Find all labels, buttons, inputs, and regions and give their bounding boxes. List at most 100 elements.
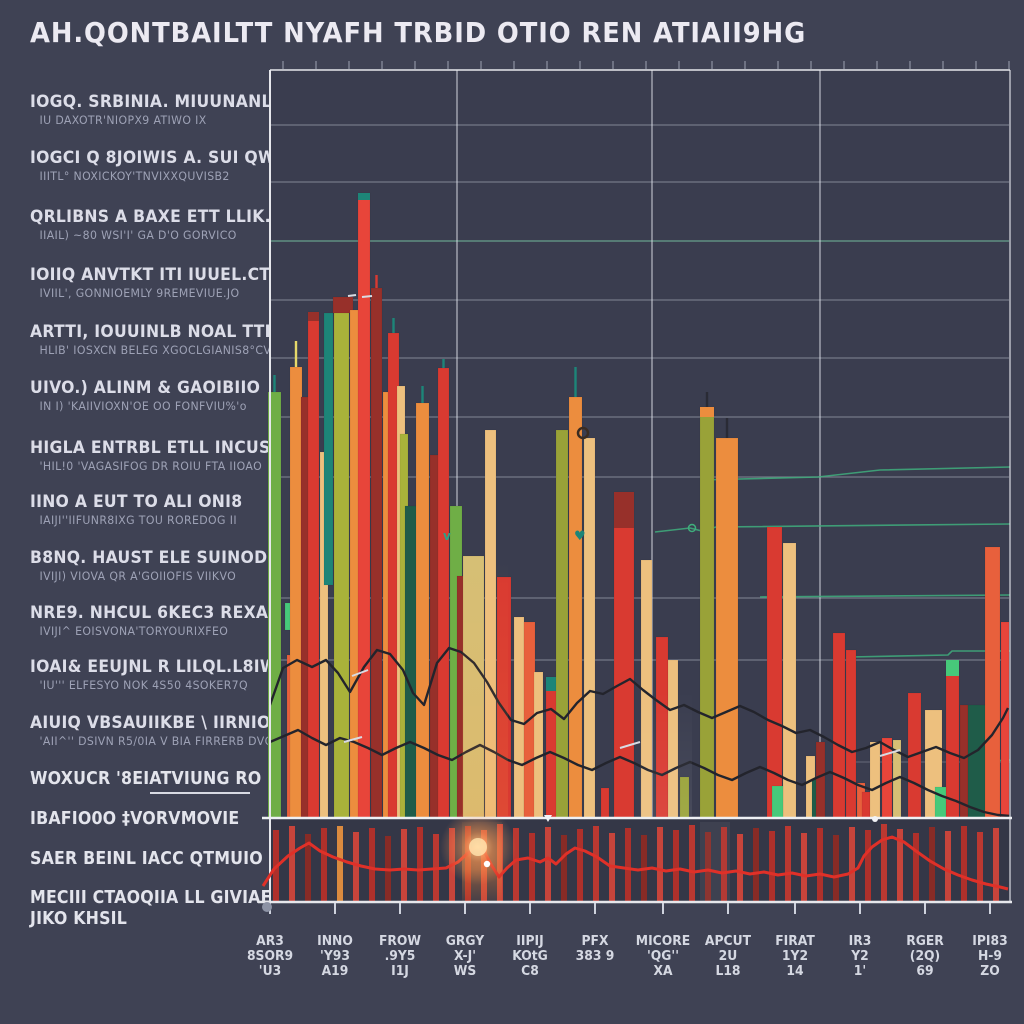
- lower-bar: [721, 827, 727, 901]
- bar: [357, 192, 371, 819]
- lower-bar: [977, 832, 983, 901]
- bar: [513, 616, 525, 819]
- x-axis-label: MICORE 'QG'' XA: [636, 934, 690, 979]
- sidebar-item: IOAI& EEUJNL R LILQL.L8IWVE 'IU''' ELFESY…: [30, 657, 324, 692]
- lower-bar: [289, 826, 295, 901]
- bar: [782, 542, 797, 819]
- x-axis-label-line: (2Q): [909, 949, 941, 964]
- bar: [699, 406, 715, 819]
- bar: [815, 741, 826, 819]
- x-axis-label-line: INNO: [317, 934, 353, 949]
- lower-bar: [593, 826, 599, 901]
- lower-bar: [513, 828, 519, 901]
- sidebar-item-label: AIUIQ VBSAUIIKBE \ IIRNIOR: [30, 713, 283, 733]
- lower-bar: [545, 827, 551, 901]
- x-axis-label-line: 69: [916, 964, 934, 979]
- light-beam: [640, 690, 692, 816]
- glow-core: [469, 838, 487, 856]
- lower-bar: [657, 827, 663, 901]
- x-axis-label-line: 383 9: [575, 949, 615, 964]
- lower-bar: [897, 829, 903, 901]
- separator-dot: [872, 816, 878, 822]
- bar: [545, 676, 558, 819]
- lower-bar: [993, 828, 999, 901]
- glow-dot: [483, 860, 491, 868]
- sidebar-item-subtext: IIITL° NOXICKOY'TNVIXXQUVISB2: [39, 169, 230, 183]
- lower-bar: [769, 831, 775, 901]
- white-dash: [619, 741, 641, 749]
- white-dash: [343, 736, 363, 743]
- bar: [332, 296, 354, 314]
- sidebar-item: UIVO.) ALINM & GAOIBIIO IN I) 'KAIIVIOXN'…: [30, 378, 280, 413]
- x-axis-label-line: 2U: [718, 949, 738, 964]
- x-axis-label: AR3 8SOR9 'U3: [247, 934, 293, 979]
- x-axis-label-line: 8SOR9: [246, 949, 294, 964]
- bar-cap: [358, 193, 370, 200]
- lower-bar: [705, 832, 711, 901]
- lower-bar: [785, 826, 791, 901]
- lower-bar: [817, 828, 823, 901]
- sidebar-item-label: UIVO.) ALINM & GAOIBIIO: [30, 378, 261, 398]
- bar: [881, 737, 893, 819]
- overlay-line: [268, 646, 1010, 760]
- x-axis-label-line: 'Y93: [320, 949, 350, 964]
- sidebar-item-subtext: HLIB' IOSXCN BELEG XGOCLGIANIS8°CV: [39, 343, 272, 357]
- bar-cap: [946, 660, 959, 676]
- lower-bar: [849, 827, 855, 901]
- bar: [771, 785, 784, 819]
- sidebar-footer-item: WOXUCR '8EIATVIUNG RO: [30, 768, 261, 789]
- bar: [415, 402, 430, 819]
- x-axis-label-line: 'QG'': [647, 949, 679, 964]
- bar-cap: [700, 407, 714, 417]
- lower-bar: [945, 831, 951, 901]
- x-axis-label: INNO 'Y93 A19: [317, 934, 353, 979]
- sidebar-item-subtext: 'AII^'' DSIVN R5/0IA V BIA FIRRERB DVQ: [39, 734, 274, 748]
- bar: [984, 546, 1001, 819]
- sidebar-footer-line: WOXUCR '8EIATVIUNG RO: [30, 768, 262, 789]
- bar-cap: [614, 492, 634, 528]
- sidebar-footer-item: SAER BEINL IACC QTMUIO LIS: [30, 848, 297, 869]
- sidebar-item-label: IOIIQ ANVTKT ITI IUUEL.CTCI: [30, 265, 289, 285]
- v-marker: v: [443, 529, 451, 543]
- lower-bar: [929, 827, 935, 901]
- lower-bar: [401, 829, 407, 901]
- sidebar-item: AIUIQ VBSAUIIKBE \ IIRNIOR 'AII^'' DSIVN …: [30, 713, 305, 748]
- separator-notch: [544, 815, 552, 822]
- sidebar-item-label: QRLIBNS A BAXE ETT LLIK..: [30, 207, 278, 227]
- x-axis-label-line: Y2: [851, 949, 869, 964]
- sidebar-item-subtext: IVIIL', GONNIOEMLY 9REMEVIUE.JO: [39, 286, 240, 300]
- bar: [289, 366, 303, 819]
- x-axis-label: PFX 383 9: [576, 934, 615, 964]
- sidebar-item: HIGLA ENTRBL ETLL INCUS I 'HIL!0 'VAGASIF…: [30, 438, 304, 473]
- x-axis-label-line: .9Y5: [384, 949, 416, 964]
- sidebar-item-subtext: IU DAXOTR'NIOPX9 ATIWO IX: [39, 113, 207, 127]
- sidebar-footer-item: IBAFIO0O ‡VORVMOVIE: [30, 808, 239, 829]
- bar: [869, 741, 881, 819]
- bar: [845, 649, 857, 819]
- x-axis-label-line: 1Y2: [781, 949, 809, 964]
- lower-bar: [529, 833, 535, 901]
- x-axis-label-line: AR3: [256, 934, 284, 949]
- lower-bar: [417, 827, 423, 901]
- x-axis-label-line: XA: [653, 964, 673, 979]
- x-axis-label: GRGY X-J' WS: [446, 934, 484, 979]
- heart-marker: ♥: [574, 529, 586, 544]
- sidebar-footer-line: JIKO KHSIL: [30, 908, 128, 929]
- bar: [370, 287, 383, 819]
- bar-cap: [546, 677, 557, 691]
- lower-bar: [913, 833, 919, 901]
- lower-bar: [577, 829, 583, 901]
- bar: [600, 787, 610, 819]
- x-axis-label-line: IIPIJ: [516, 934, 544, 949]
- sidebar-item: IINO A EUT TO ALI ONI8 IAIJI''IIFUNR8IXG …: [30, 492, 261, 527]
- x-axis-label-line: FIRAT: [775, 934, 815, 949]
- lower-bar: [321, 828, 327, 901]
- x-axis-label-line: FROW: [378, 934, 422, 949]
- x-axis-label: IIPIJ KOtG C8: [512, 934, 548, 979]
- sidebar-item: IOGCI Q 8JOIWIS A. SUI QW IIITL° NOXICKOY…: [30, 148, 297, 183]
- x-axis-label-line: MICORE: [635, 934, 691, 949]
- sidebar-footer-line: IBAFIO0O ‡VORVMOVIE: [30, 808, 240, 829]
- lower-bar: [561, 835, 567, 901]
- sidebar-underline: [150, 792, 250, 794]
